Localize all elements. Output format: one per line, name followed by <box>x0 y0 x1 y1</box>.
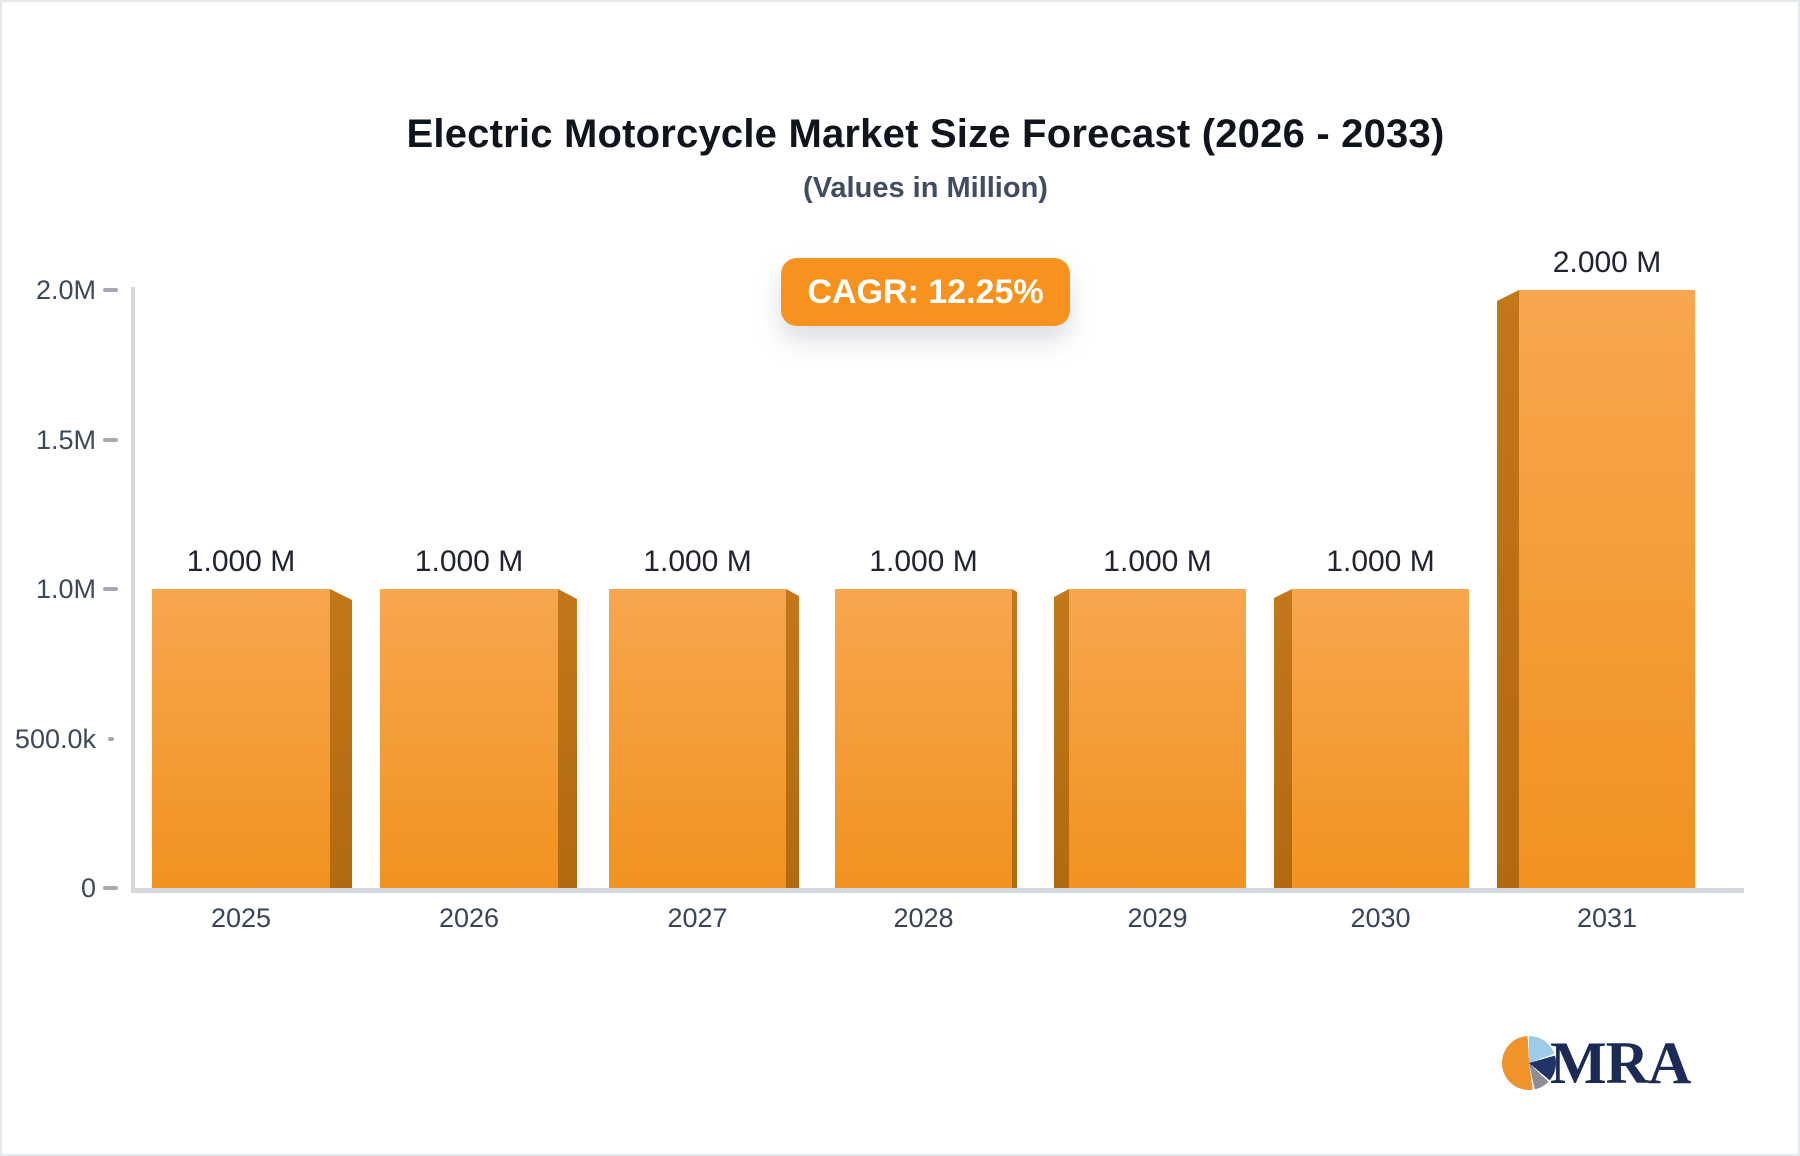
bar-2026[interactable] <box>380 589 558 888</box>
x-axis-label-2028: 2028 <box>893 903 954 933</box>
bar-2030[interactable] <box>1292 589 1469 888</box>
bar-2027[interactable] <box>609 589 786 888</box>
bar-side-face <box>1012 589 1017 888</box>
bar-side-face <box>330 589 352 888</box>
bar-side-face <box>786 589 799 888</box>
bar-value-label: 1.000 M <box>643 545 752 578</box>
y-tick-mark <box>103 587 118 591</box>
y-tick-mark <box>103 437 118 442</box>
chart-title: Electric Motorcycle Market Size Forecast… <box>406 112 1445 156</box>
bar-2031[interactable] <box>1519 290 1695 888</box>
bar-value-label: 1.000 M <box>1326 545 1435 578</box>
bar-2029[interactable] <box>1069 589 1246 888</box>
bar-value-label: 1.000 M <box>186 545 296 578</box>
bar-value-label: 2.000 M <box>1552 246 1662 279</box>
y-tick-label: 0 <box>80 873 96 903</box>
chart-subtitle: (Values in Million) <box>803 172 1048 204</box>
bar-2025[interactable] <box>152 589 330 888</box>
bar-value-label: 1.000 M <box>869 545 978 578</box>
y-tick-mark <box>103 886 118 890</box>
y-tick-label: 1.5M <box>35 424 96 455</box>
y-tick-label: 500.0k <box>14 723 96 754</box>
bar-value-label: 1.000 M <box>414 545 524 578</box>
x-axis-label-2026: 2026 <box>438 903 500 933</box>
bar-side-face <box>1054 589 1069 888</box>
x-axis-label-2029: 2029 <box>1127 903 1188 933</box>
bar-2028[interactable] <box>835 589 1012 888</box>
y-tick-label: 1.0M <box>35 574 96 604</box>
x-axis-label-2030: 2030 <box>1350 903 1411 933</box>
y-tick-mark <box>108 736 114 741</box>
y-tick-label: 2.0M <box>35 275 96 305</box>
cagr-badge: CAGR: 12.25% <box>781 258 1070 326</box>
bar-side-face <box>1497 290 1519 888</box>
y-tick-mark <box>103 288 118 292</box>
bar-value-label: 1.000 M <box>1103 545 1212 578</box>
mra-logo[interactable]: MRA <box>1502 1030 1691 1096</box>
x-axis-label-2025: 2025 <box>210 903 272 933</box>
bar-side-face <box>558 589 577 888</box>
x-axis-line <box>131 888 1744 893</box>
y-axis-line <box>131 287 135 892</box>
pie-chart-logo-icon <box>1502 1036 1556 1090</box>
x-axis-label-2031: 2031 <box>1576 903 1638 933</box>
x-axis-label-2027: 2027 <box>667 903 728 933</box>
logo-text: MRA <box>1550 1030 1691 1096</box>
bar-side-face <box>1274 589 1292 888</box>
